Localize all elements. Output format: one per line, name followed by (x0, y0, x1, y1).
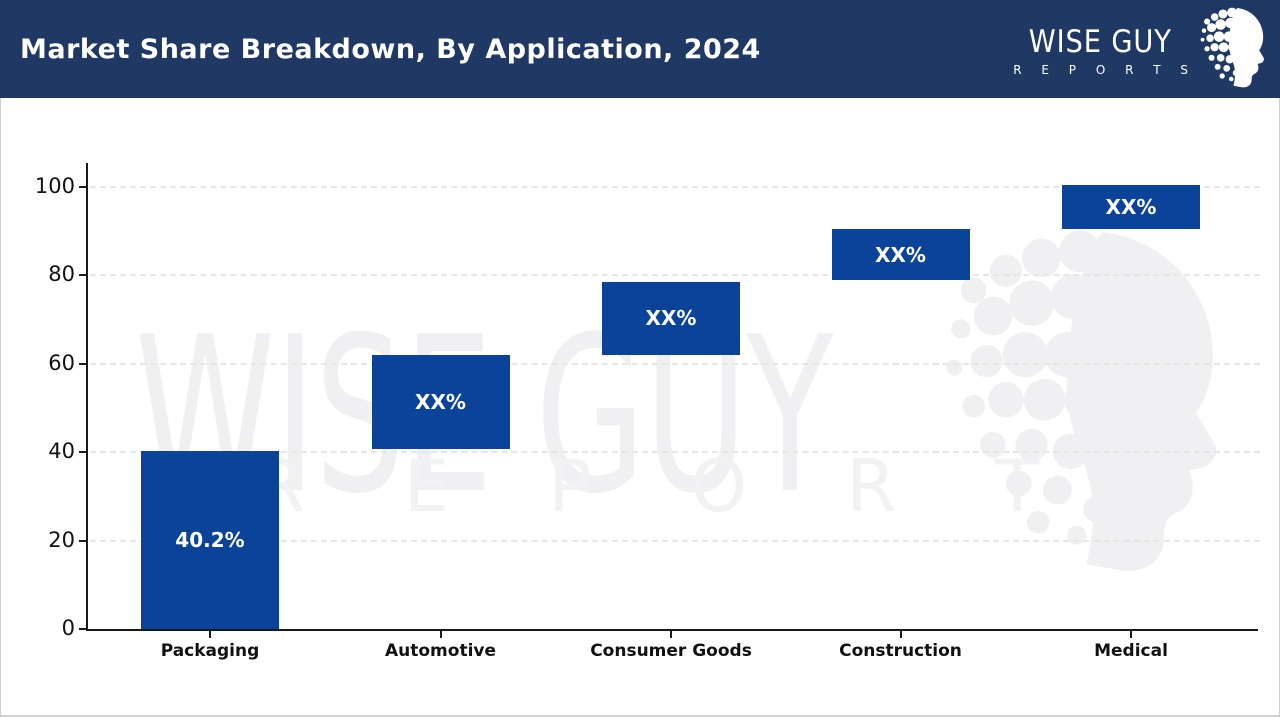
y-tick-mark-40 (79, 451, 88, 454)
bar-consumer-goods: XX% (602, 282, 740, 355)
y-tick-mark-0 (79, 628, 88, 630)
y-tick-label-20: 20 (48, 527, 75, 552)
x-axis-label-consumer-goods: Consumer Goods (590, 641, 752, 661)
y-tick-mark-100 (79, 186, 88, 188)
wiseguy-head-icon (1200, 7, 1264, 88)
x-tick-mark-construction (899, 631, 902, 638)
x-tick-mark-automotive (439, 631, 442, 638)
x-axis-line (86, 629, 1258, 631)
y-axis-line (86, 163, 88, 631)
x-tick-mark-medical (1130, 631, 1132, 638)
x-axis-label-automotive: Automotive (384, 641, 497, 661)
x-axis-label-medical: Medical (1094, 641, 1168, 661)
page-title: Market Share Breakdown, By Application, … (20, 33, 761, 65)
y-tick-label-60: 60 (48, 350, 75, 375)
y-tick-label-40: 40 (48, 439, 75, 464)
wiseguy-logo: WISE GUY R E P O R T S (1005, 6, 1266, 90)
gridline-20 (90, 539, 1260, 542)
y-tick-mark-20 (79, 539, 88, 542)
y-tick-label-100: 100 (34, 174, 75, 198)
bar-value-label-consumer-goods: XX% (645, 306, 697, 331)
bottom-border (0, 715, 1280, 717)
bar-value-label-packaging: 40.2% (175, 528, 245, 553)
watermark-head-icon (946, 230, 1217, 572)
header: Market Share Breakdown, By Application, … (0, 0, 1280, 98)
y-tick-mark-60 (79, 362, 88, 365)
x-tick-mark-consumer-goods (670, 631, 672, 638)
y-tick-label-0: 0 (61, 616, 75, 640)
left-border (0, 98, 1, 717)
bar-medical: XX% (1062, 185, 1200, 229)
gridline-80 (90, 274, 1260, 277)
waterfall-chart: WISE GUY R E P O R T S 0 20 40 60 80 100 40.2%… (0, 98, 1280, 720)
y-tick-mark-80 (79, 274, 88, 277)
logo-subtitle-text: R E P O R T S (1013, 63, 1196, 77)
gridline-100 (90, 186, 1260, 188)
bar-value-label-medical: XX% (1105, 194, 1157, 219)
y-tick-label-80: 80 (48, 262, 75, 287)
bar-value-label-construction: XX% (875, 242, 926, 267)
x-tick-mark-packaging (209, 631, 211, 638)
bar-value-label-automotive: XX% (415, 390, 466, 415)
bar-construction: XX% (831, 229, 970, 281)
x-axis-label-construction: Construction (839, 641, 962, 661)
bar-automotive: XX% (371, 355, 510, 450)
logo-wordmark-text: WISE GUY (1029, 24, 1173, 60)
logo-wordmark: WISE GUY R E P O R T S (1005, 24, 1196, 77)
x-axis-label-packaging: Packaging (160, 641, 260, 661)
gridline-40 (90, 451, 1260, 454)
bar-packaging: 40.2% (141, 451, 279, 629)
gridline-60 (90, 362, 1260, 365)
